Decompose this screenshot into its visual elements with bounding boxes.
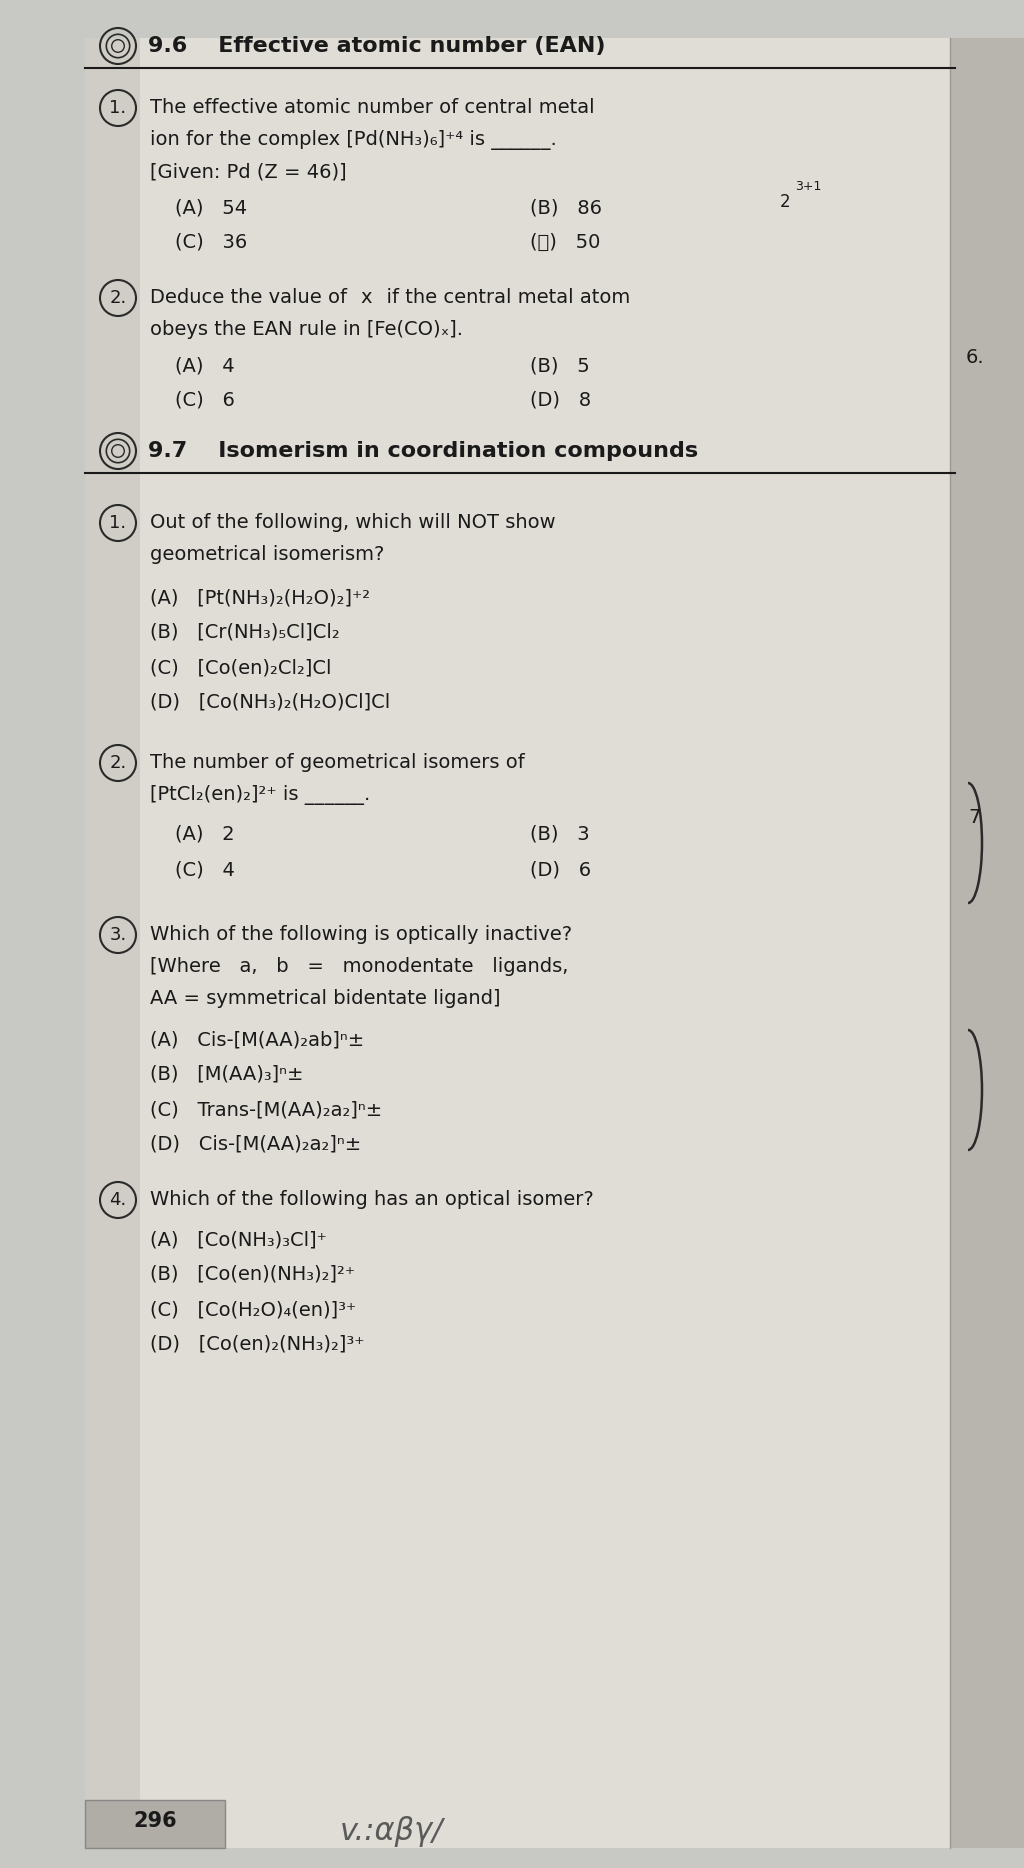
Text: (C)   [Co(en)₂Cl₂]Cl: (C) [Co(en)₂Cl₂]Cl xyxy=(150,658,332,676)
Text: 2.: 2. xyxy=(110,755,127,771)
Text: (D)   8: (D) 8 xyxy=(530,390,591,409)
Text: (D)   Cis-[M(AA)₂a₂]ⁿ±: (D) Cis-[M(AA)₂a₂]ⁿ± xyxy=(150,1136,361,1154)
Text: (D)   6: (D) 6 xyxy=(530,859,591,880)
Text: (B)   [Cr(NH₃)₅Cl]Cl₂: (B) [Cr(NH₃)₅Cl]Cl₂ xyxy=(150,624,340,643)
Text: (A)   4: (A) 4 xyxy=(175,357,234,375)
Text: (A)   54: (A) 54 xyxy=(175,198,247,217)
Text: [Given: Pd (Z = 46)]: [Given: Pd (Z = 46)] xyxy=(150,163,347,181)
Text: AA = symmetrical bidentate ligand]: AA = symmetrical bidentate ligand] xyxy=(150,988,501,1009)
Text: 9.6    Effective atomic number (EAN): 9.6 Effective atomic number (EAN) xyxy=(148,35,605,56)
Text: 3.: 3. xyxy=(110,927,127,943)
Bar xyxy=(950,37,1024,1847)
Text: (C)   [Co(H₂O)₄(en)]³⁺: (C) [Co(H₂O)₄(en)]³⁺ xyxy=(150,1300,356,1319)
Text: obeys the EAN rule in [Fe(CO)ₓ].: obeys the EAN rule in [Fe(CO)ₓ]. xyxy=(150,319,463,338)
Text: 1.: 1. xyxy=(110,99,127,118)
Text: Which of the following is optically inactive?: Which of the following is optically inac… xyxy=(150,925,572,943)
Text: (C)   6: (C) 6 xyxy=(175,390,234,409)
Text: Out of the following, which will NOT show: Out of the following, which will NOT sho… xyxy=(150,514,556,532)
Text: ion for the complex [Pd(NH₃)₆]⁺⁴ is ______.: ion for the complex [Pd(NH₃)₆]⁺⁴ is ____… xyxy=(150,131,557,149)
Text: (C)   36: (C) 36 xyxy=(175,234,247,252)
Text: 7: 7 xyxy=(969,809,981,828)
Text: 6.: 6. xyxy=(966,347,984,366)
Bar xyxy=(85,37,140,1847)
Text: 2: 2 xyxy=(780,192,791,211)
Text: The effective atomic number of central metal: The effective atomic number of central m… xyxy=(150,97,595,118)
Text: (A)   [Co(NH₃)₃Cl]⁺: (A) [Co(NH₃)₃Cl]⁺ xyxy=(150,1229,327,1250)
Text: (B)   [Co(en)(NH₃)₂]²⁺: (B) [Co(en)(NH₃)₂]²⁺ xyxy=(150,1265,355,1283)
Text: (D)   [Co(NH₃)₂(H₂O)Cl]Cl: (D) [Co(NH₃)₂(H₂O)Cl]Cl xyxy=(150,693,390,712)
Text: (B)   [M(AA)₃]ⁿ±: (B) [M(AA)₃]ⁿ± xyxy=(150,1065,303,1083)
Text: The number of geometrical isomers of: The number of geometrical isomers of xyxy=(150,753,524,771)
Text: (A)   2: (A) 2 xyxy=(175,826,234,844)
Text: (A)   [Pt(NH₃)₂(H₂O)₂]⁺²: (A) [Pt(NH₃)₂(H₂O)₂]⁺² xyxy=(150,588,370,607)
Text: 3+1: 3+1 xyxy=(795,179,821,192)
Text: (C)   Trans-[M(AA)₂a₂]ⁿ±: (C) Trans-[M(AA)₂a₂]ⁿ± xyxy=(150,1100,382,1119)
Text: v.:αβγ/: v.:αβγ/ xyxy=(340,1816,443,1847)
Text: (B)   3: (B) 3 xyxy=(530,826,590,844)
Text: (B)   5: (B) 5 xyxy=(530,357,590,375)
Text: [Where   a,   b   =   monodentate   ligands,: [Where a, b = monodentate ligands, xyxy=(150,956,568,975)
Text: (D)   [Co(en)₂(NH₃)₂]³⁺: (D) [Co(en)₂(NH₃)₂]³⁺ xyxy=(150,1336,365,1354)
Text: (C)   4: (C) 4 xyxy=(175,859,234,880)
Text: (A)   Cis-[M(AA)₂ab]ⁿ±: (A) Cis-[M(AA)₂ab]ⁿ± xyxy=(150,1029,365,1050)
Text: (ⓓ)   50: (ⓓ) 50 xyxy=(530,234,600,252)
Text: Which of the following has an optical isomer?: Which of the following has an optical is… xyxy=(150,1190,594,1209)
Text: 1.: 1. xyxy=(110,514,127,532)
Text: 296: 296 xyxy=(133,1810,177,1831)
Text: 2.: 2. xyxy=(110,290,127,306)
Text: [PtCl₂(en)₂]²⁺ is ______.: [PtCl₂(en)₂]²⁺ is ______. xyxy=(150,785,371,805)
Bar xyxy=(85,1801,225,1847)
Text: 4.: 4. xyxy=(110,1192,127,1209)
Text: geometrical isomerism?: geometrical isomerism? xyxy=(150,545,384,564)
Text: 9.7    Isomerism in coordination compounds: 9.7 Isomerism in coordination compounds xyxy=(148,441,698,461)
Text: (B)   86: (B) 86 xyxy=(530,198,602,217)
Bar xyxy=(85,37,970,1847)
Text: Deduce the value of   x   if the central metal atom: Deduce the value of x if the central met… xyxy=(150,288,630,306)
